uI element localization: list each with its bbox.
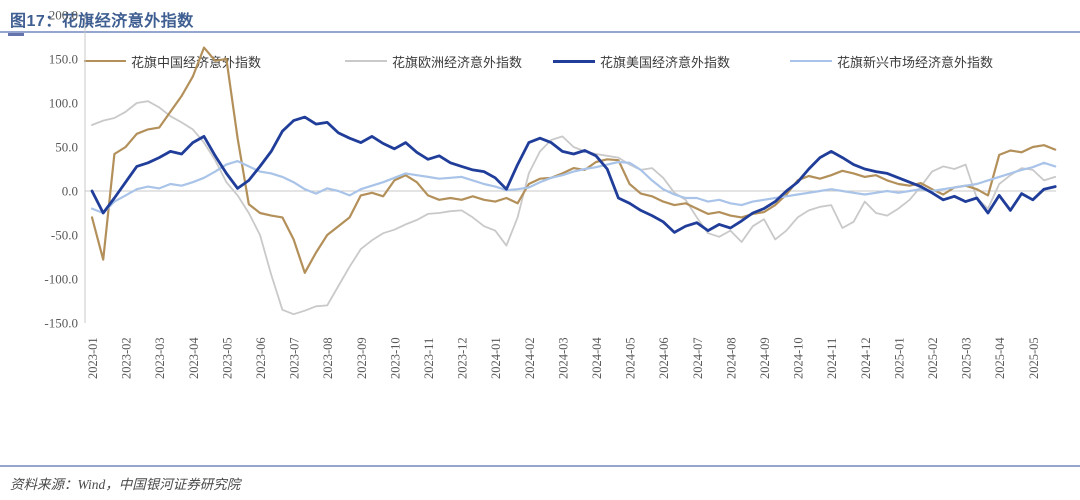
x-tick-label-23: 2024-12 [859, 337, 873, 379]
x-tick-label-11: 2023-12 [456, 337, 470, 379]
x-tick-label-24: 2025-01 [892, 337, 906, 379]
series-line-3 [90, 160, 1057, 215]
legend-swatch-1 [345, 60, 387, 62]
x-tick-label-28: 2025-05 [1027, 337, 1041, 379]
x-tick-label-4: 2023-05 [220, 337, 234, 379]
x-tick-label-25: 2025-02 [926, 337, 940, 379]
x-tick-label-12: 2024-01 [489, 337, 503, 379]
x-tick-label-27: 2025-04 [993, 337, 1007, 379]
legend-item-3: 花旗新兴市场经济意外指数 [790, 50, 993, 72]
legend-label-1: 花旗欧洲经济意外指数 [392, 54, 523, 70]
line-chart: 200.0 150.0 100.0 50.0 0.0 -50.0 -100.0 -150.0 2… [44, 8, 1057, 379]
y-tick-label-0: 200.0 [49, 8, 78, 23]
figure-bottom-rule [0, 465, 1080, 467]
title-underline-accent [8, 33, 24, 36]
x-tick-label-3: 2023-04 [187, 337, 201, 379]
legend-swatch-0 [84, 60, 126, 62]
x-tick-label-14: 2024-03 [556, 337, 570, 379]
y-tick-label-7: -150.0 [44, 316, 78, 331]
x-tick-label-2: 2023-03 [153, 337, 167, 379]
x-tick-label-1: 2023-02 [120, 337, 134, 379]
x-tick-label-5: 2023-06 [254, 337, 268, 379]
legend-label-2: 花旗美国经济意外指数 [600, 54, 731, 70]
x-tick-label-19: 2024-08 [724, 337, 738, 379]
x-tick-label-22: 2024-11 [825, 338, 839, 379]
legend-swatch-3 [790, 60, 832, 62]
legend-label-3: 花旗新兴市场经济意外指数 [837, 54, 994, 70]
y-tick-label-3: 50.0 [55, 140, 78, 155]
x-tick-label-18: 2024-07 [691, 337, 705, 379]
x-tick-label-6: 2023-07 [288, 337, 302, 379]
x-tick-label-8: 2023-09 [355, 337, 369, 379]
x-tick-label-7: 2023-08 [321, 337, 335, 379]
legend-item-2: 花旗美国经济意外指数 [553, 50, 730, 72]
x-tick-label-17: 2024-06 [657, 337, 671, 379]
series-line-0 [90, 46, 1057, 274]
x-tick-label-13: 2024-02 [523, 337, 537, 379]
legend-label-0: 花旗中国经济意外指数 [131, 54, 262, 70]
figure-title: 图17：花旗经济意外指数 [10, 13, 194, 30]
y-tick-label-6: -100.0 [44, 272, 78, 287]
x-tick-label-15: 2024-04 [590, 337, 604, 379]
x-tick-label-26: 2025-03 [960, 337, 974, 379]
y-tick-label-5: -50.0 [51, 228, 78, 243]
x-tick-label-16: 2024-05 [624, 337, 638, 379]
x-tick-label-10: 2023-11 [422, 338, 436, 379]
title-underline [0, 31, 1080, 33]
series-line-1 [91, 100, 1057, 316]
legend: 花旗中国经济意外指数 花旗欧洲经济意外指数 花旗美国经济意外指数 花旗新兴市场经济意外… [0, 50, 1080, 72]
x-tick-label-0: 2023-01 [86, 337, 100, 379]
source-note: 资料来源：Wind，中国银河证券研究院 [10, 477, 241, 492]
legend-swatch-2 [553, 59, 595, 63]
x-tick-label-9: 2023-10 [388, 337, 402, 379]
series-line-2 [90, 115, 1057, 234]
x-tick-label-20: 2024-09 [758, 337, 772, 379]
legend-item-0: 花旗中国经济意外指数 [84, 50, 261, 72]
y-tick-label-4: 0.0 [62, 184, 78, 199]
y-tick-label-2: 100.0 [49, 96, 78, 111]
x-tick-label-21: 2024-10 [792, 337, 806, 379]
legend-item-1: 花旗欧洲经济意外指数 [345, 50, 522, 72]
y-tick-label-1: 150.0 [49, 52, 78, 67]
